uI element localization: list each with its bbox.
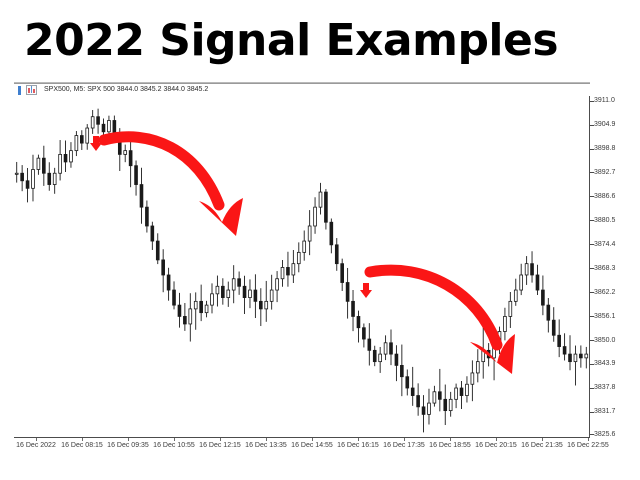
chart-symbol-ohlc-label: SPX500, M5: SPX 500 3844.0 3845.2 3844.0…	[44, 85, 209, 94]
price-axis-tick: 3911.0	[590, 97, 615, 105]
price-tick-dash	[590, 172, 594, 174]
price-axis-tick: 3862.2	[590, 288, 616, 297]
time-tick-dash	[358, 438, 359, 441]
price-tick-label: 3825.6	[594, 430, 616, 438]
time-tick-dash	[174, 438, 175, 441]
price-tick-dash	[590, 220, 594, 222]
time-tick-dash	[82, 438, 83, 441]
price-axis-tick: 3868.3	[590, 265, 615, 273]
time-tick-label: 16 Dec 18:55	[429, 441, 471, 450]
time-tick-label: 16 Dec 10:55	[153, 441, 195, 450]
price-axis[interactable]: 3911.0 3904.9 3898.8 3892.7 3886.6 3880.5 3874…	[590, 96, 640, 438]
header-divider	[14, 83, 590, 84]
price-axis-tick: 3843.9	[590, 360, 615, 368]
candlestick-chart-icon[interactable]	[26, 85, 37, 95]
sidebar-handle-icon[interactable]	[18, 85, 21, 95]
time-tick-dash	[496, 438, 497, 441]
price-axis-tick: 3850.0	[590, 336, 616, 345]
price-tick-label: 3862.2	[594, 288, 616, 296]
time-tick-label: 16 Dec 09:35	[107, 441, 149, 450]
time-tick-dash	[542, 438, 543, 441]
price-axis-tick: 3825.6	[590, 430, 616, 439]
price-tick-dash	[590, 316, 594, 318]
price-tick-dash	[590, 268, 594, 270]
price-tick-dash	[590, 363, 594, 365]
price-tick-label: 3880.5	[594, 216, 616, 224]
price-tick-label: 3911.0	[594, 96, 615, 105]
time-tick-label: 16 Dec 21:35	[521, 441, 563, 450]
time-tick-label: 16 Dec 2022	[16, 441, 56, 450]
price-tick-label: 3874.4	[594, 240, 616, 248]
time-tick-label: 16 Dec 16:15	[337, 441, 379, 450]
time-axis[interactable]: 16 Dec 2022 16 Dec 08:15 16 Dec 09:35 16 De…	[14, 438, 609, 456]
price-tick-dash	[590, 124, 594, 126]
candlestick-series	[14, 108, 589, 433]
price-tick-dash	[590, 196, 594, 198]
time-tick-label: 16 Dec 13:35	[245, 441, 287, 450]
price-axis-tick: 3892.7	[590, 169, 615, 177]
time-tick-dash	[312, 438, 313, 441]
price-axis-tick: 3886.6	[590, 193, 615, 201]
price-axis-tick: 3904.9	[590, 121, 615, 129]
price-tick-dash	[590, 148, 594, 150]
price-axis-tick: 3831.7	[590, 408, 615, 416]
price-tick-label: 3886.6	[594, 192, 616, 201]
price-tick-label: 3868.3	[594, 264, 616, 272]
price-tick-dash	[590, 100, 594, 102]
time-tick-dash	[450, 438, 451, 441]
price-tick-label: 3831.7	[594, 408, 616, 416]
price-tick-label: 3850.0	[594, 336, 616, 344]
price-axis-tick: 3880.5	[590, 217, 615, 225]
time-tick-label: 16 Dec 08:15	[61, 441, 103, 450]
price-tick-label: 3856.1	[594, 312, 616, 320]
time-tick-dash	[128, 438, 129, 441]
price-tick-label: 3837.8	[594, 384, 616, 392]
time-tick-label: 16 Dec 12:15	[199, 441, 241, 450]
price-axis-tick: 3837.8	[590, 384, 615, 392]
time-tick-label: 16 Dec 22:55	[567, 441, 609, 450]
price-tick-dash	[590, 340, 594, 342]
price-tick-label: 3904.9	[594, 120, 616, 129]
candlestick-plot-area[interactable]	[14, 96, 589, 437]
time-tick-dash	[404, 438, 405, 441]
price-tick-label: 3892.7	[594, 168, 616, 177]
trading-chart-window[interactable]: SPX500, M5: SPX 500 3844.0 3845.2 3844.0…	[14, 82, 615, 449]
price-tick-dash	[590, 387, 594, 389]
time-tick-label: 16 Dec 14:55	[291, 441, 333, 450]
plot-frame-bottom-border	[14, 437, 589, 438]
time-tick-label: 16 Dec 17:35	[383, 441, 425, 450]
time-tick-label: 16 Dec 20:15	[475, 441, 517, 450]
price-tick-label: 3843.9	[594, 360, 616, 368]
price-axis-tick: 3898.8	[590, 145, 615, 153]
price-tick-label: 3898.8	[594, 144, 616, 153]
price-tick-dash	[590, 244, 594, 246]
price-axis-tick: 3856.1	[590, 312, 616, 321]
price-tick-dash	[590, 411, 594, 413]
price-axis-tick: 3874.4	[590, 241, 615, 249]
time-tick-dash	[220, 438, 221, 441]
price-tick-dash	[590, 292, 594, 294]
time-tick-dash	[36, 438, 37, 441]
page-title: 2022 Signal Examples	[24, 15, 559, 66]
time-tick-dash	[588, 438, 589, 441]
chart-header-bar: SPX500, M5: SPX 500 3844.0 3845.2 3844.0…	[14, 82, 590, 97]
plot-frame	[14, 96, 590, 438]
price-tick-dash	[590, 434, 594, 436]
time-tick-dash	[266, 438, 267, 441]
